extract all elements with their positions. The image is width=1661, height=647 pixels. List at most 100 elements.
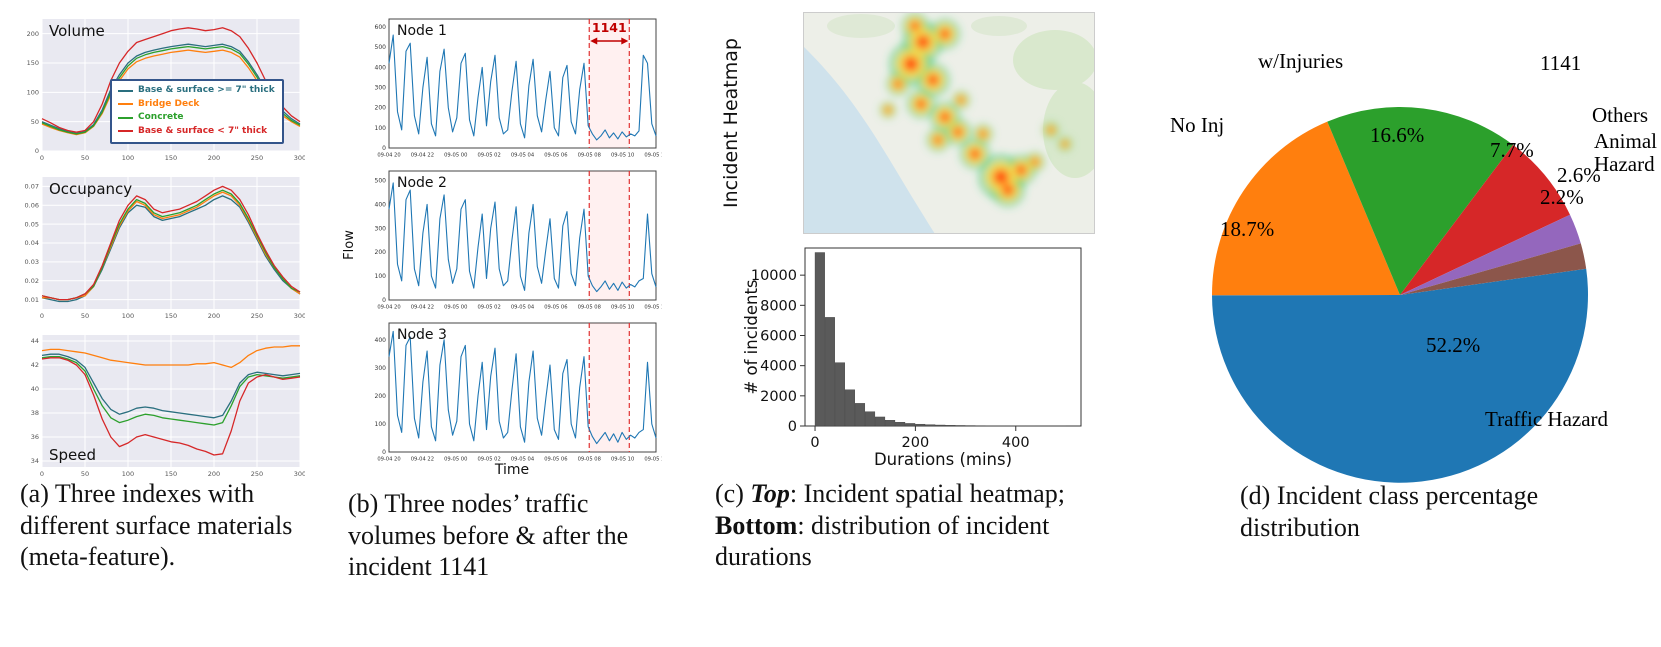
svg-text:0: 0 <box>788 419 797 435</box>
svg-text:0: 0 <box>40 470 44 478</box>
panel-c: Incident Heatmap 0 2000 4000 6000 8000 10000 0 <box>715 8 1115 643</box>
legend-swatch <box>118 116 133 119</box>
speed-chart-svg: 34 36 38 40 42 44 0 50 100 150 200 250 300 Speed <box>31 335 305 478</box>
svg-text:2000: 2000 <box>760 389 797 405</box>
svg-text:300: 300 <box>294 154 305 162</box>
svg-text:100: 100 <box>375 125 387 132</box>
incident-class-pie-svg <box>1211 107 1588 483</box>
pie-label-1141: 1141 <box>1540 51 1582 75</box>
incident-heatmap-map <box>803 12 1095 234</box>
svg-text:1141: 1141 <box>592 20 627 35</box>
speed-chart: 34 36 38 40 42 44 0 50 100 150 200 250 300 Speed <box>15 331 305 481</box>
svg-text:09-05 00: 09-05 00 <box>444 153 467 159</box>
svg-text:0: 0 <box>382 297 386 304</box>
svg-text:09-04 20: 09-04 20 <box>377 457 400 463</box>
svg-text:150: 150 <box>165 312 177 320</box>
surface-legend: Base & surface >= 7" thick Bridge Deck Con… <box>110 79 284 144</box>
legend-label: Base & surface >= 7" thick <box>138 85 275 95</box>
svg-text:150: 150 <box>165 154 177 162</box>
map-svg <box>803 12 1095 234</box>
legend-swatch <box>118 103 133 106</box>
volume-chart: 0 50 100 150 200 0 50 100 150 200 250 300 Volume Bas… <box>15 15 305 165</box>
node2-chart: 0 100 200 300 400 500 09-04 20 09-04 22 09-05 00… <box>362 167 662 313</box>
svg-text:Speed: Speed <box>49 446 96 464</box>
svg-text:200: 200 <box>208 470 220 478</box>
time-axis-label: Time <box>494 462 530 478</box>
caption-c-mid: : Incident spatial heatmap; <box>789 479 1065 508</box>
svg-text:400: 400 <box>375 64 387 71</box>
svg-text:Node 1: Node 1 <box>397 23 447 39</box>
legend-label: Bridge Deck <box>138 98 200 109</box>
occupancy-chart-svg: 0.01 0.02 0.03 0.04 0.05 0.06 0.07 0 50 100 150 200… <box>25 177 305 320</box>
legend-label: Base & surface < 7" thick <box>138 125 268 136</box>
svg-text:0: 0 <box>35 147 39 155</box>
legend-item: Base & surface < 7" thick <box>118 125 275 139</box>
pie-label-no-inj: No Inj <box>1170 113 1225 137</box>
map-vegetation <box>1013 30 1095 90</box>
legend-swatch <box>118 89 133 92</box>
svg-text:300: 300 <box>294 312 305 320</box>
svg-text:09-05 12: 09-05 12 <box>644 457 662 463</box>
panel-d: w/Injuries 1141 Others Animal Hazard No … <box>1150 0 1661 647</box>
caption-c: (c) Top: Incident spatial heatmap; Botto… <box>715 478 1111 573</box>
svg-text:0: 0 <box>382 449 386 456</box>
map-vegetation <box>827 14 895 38</box>
svg-text:200: 200 <box>208 312 220 320</box>
svg-text:09-05 02: 09-05 02 <box>477 305 500 311</box>
svg-text:# of incidents: # of incidents <box>742 279 761 394</box>
svg-text:Durations (mins): Durations (mins) <box>874 450 1012 469</box>
svg-text:200: 200 <box>902 435 930 451</box>
svg-text:100: 100 <box>122 154 134 162</box>
svg-text:42: 42 <box>31 361 39 369</box>
svg-text:09-04 22: 09-04 22 <box>411 153 434 159</box>
pie-pct-1141: 7.7% <box>1490 138 1534 162</box>
svg-text:09-05 06: 09-05 06 <box>544 457 567 463</box>
caption-d: (d) Incident class percentage distributi… <box>1240 481 1539 542</box>
legend-item: Bridge Deck <box>118 98 275 112</box>
svg-text:400: 400 <box>375 337 387 344</box>
svg-text:8000: 8000 <box>760 298 797 314</box>
svg-text:0.06: 0.06 <box>25 201 39 209</box>
svg-text:0: 0 <box>40 154 44 162</box>
pie-slice-1141 <box>1400 144 1570 295</box>
node1-chart-svg: 0 100 200 300 400 500 600 09-04 20 09-04 22 09-05… <box>375 18 662 159</box>
svg-text:100: 100 <box>375 421 387 428</box>
svg-text:100: 100 <box>122 312 134 320</box>
svg-text:09-05 04: 09-05 04 <box>511 305 535 311</box>
pie-slice-others <box>1400 214 1581 295</box>
svg-text:0.04: 0.04 <box>25 239 39 247</box>
caption-a: (a) Three indexes with different surface… <box>20 479 293 572</box>
map-ocean <box>803 46 935 234</box>
svg-text:09-05 10: 09-05 10 <box>611 305 634 311</box>
node1-chart: 0 100 200 300 400 500 600 09-04 20 09-04 22 09-05… <box>362 15 662 161</box>
flow-axis-label: Flow <box>342 230 357 260</box>
node3-chart: 0 100 200 300 400 09-04 20 09-04 22 09-05 00 09-… <box>362 319 662 465</box>
caption-c-suffix: : distribution of incident durations <box>715 510 1050 572</box>
caption-c-top-word: Top <box>750 479 790 508</box>
svg-text:09-05 10: 09-05 10 <box>611 457 634 463</box>
svg-text:300: 300 <box>294 470 305 478</box>
svg-text:0.01: 0.01 <box>25 296 39 304</box>
pie-slice-traffic-hazard <box>1212 268 1588 483</box>
node2-chart-svg: 0 100 200 300 400 500 09-04 20 09-04 22 09-05 00… <box>375 170 662 311</box>
svg-text:0.02: 0.02 <box>25 277 39 285</box>
svg-text:09-05 04: 09-05 04 <box>511 457 535 463</box>
svg-text:34: 34 <box>31 457 39 465</box>
pie-pct-w-injuries: 16.6% <box>1370 123 1425 147</box>
pie-pct-traffic-hazard: 52.2% <box>1426 333 1481 357</box>
svg-text:09-04 22: 09-04 22 <box>411 305 434 311</box>
svg-text:500: 500 <box>375 178 387 185</box>
svg-text:44: 44 <box>31 337 39 345</box>
svg-text:200: 200 <box>375 105 387 112</box>
pie-slice-no-inj <box>1211 121 1400 296</box>
svg-text:Node 3: Node 3 <box>397 327 447 343</box>
svg-text:250: 250 <box>251 470 263 478</box>
svg-text:200: 200 <box>375 393 387 400</box>
heatmap-axis-label: Incident Heatmap <box>720 38 742 208</box>
svg-text:Volume: Volume <box>49 22 105 40</box>
svg-text:09-05 10: 09-05 10 <box>611 153 634 159</box>
legend-label: Concrete <box>138 112 184 122</box>
legend-item: Base & surface >= 7" thick <box>118 84 275 98</box>
svg-text:0: 0 <box>810 435 819 451</box>
